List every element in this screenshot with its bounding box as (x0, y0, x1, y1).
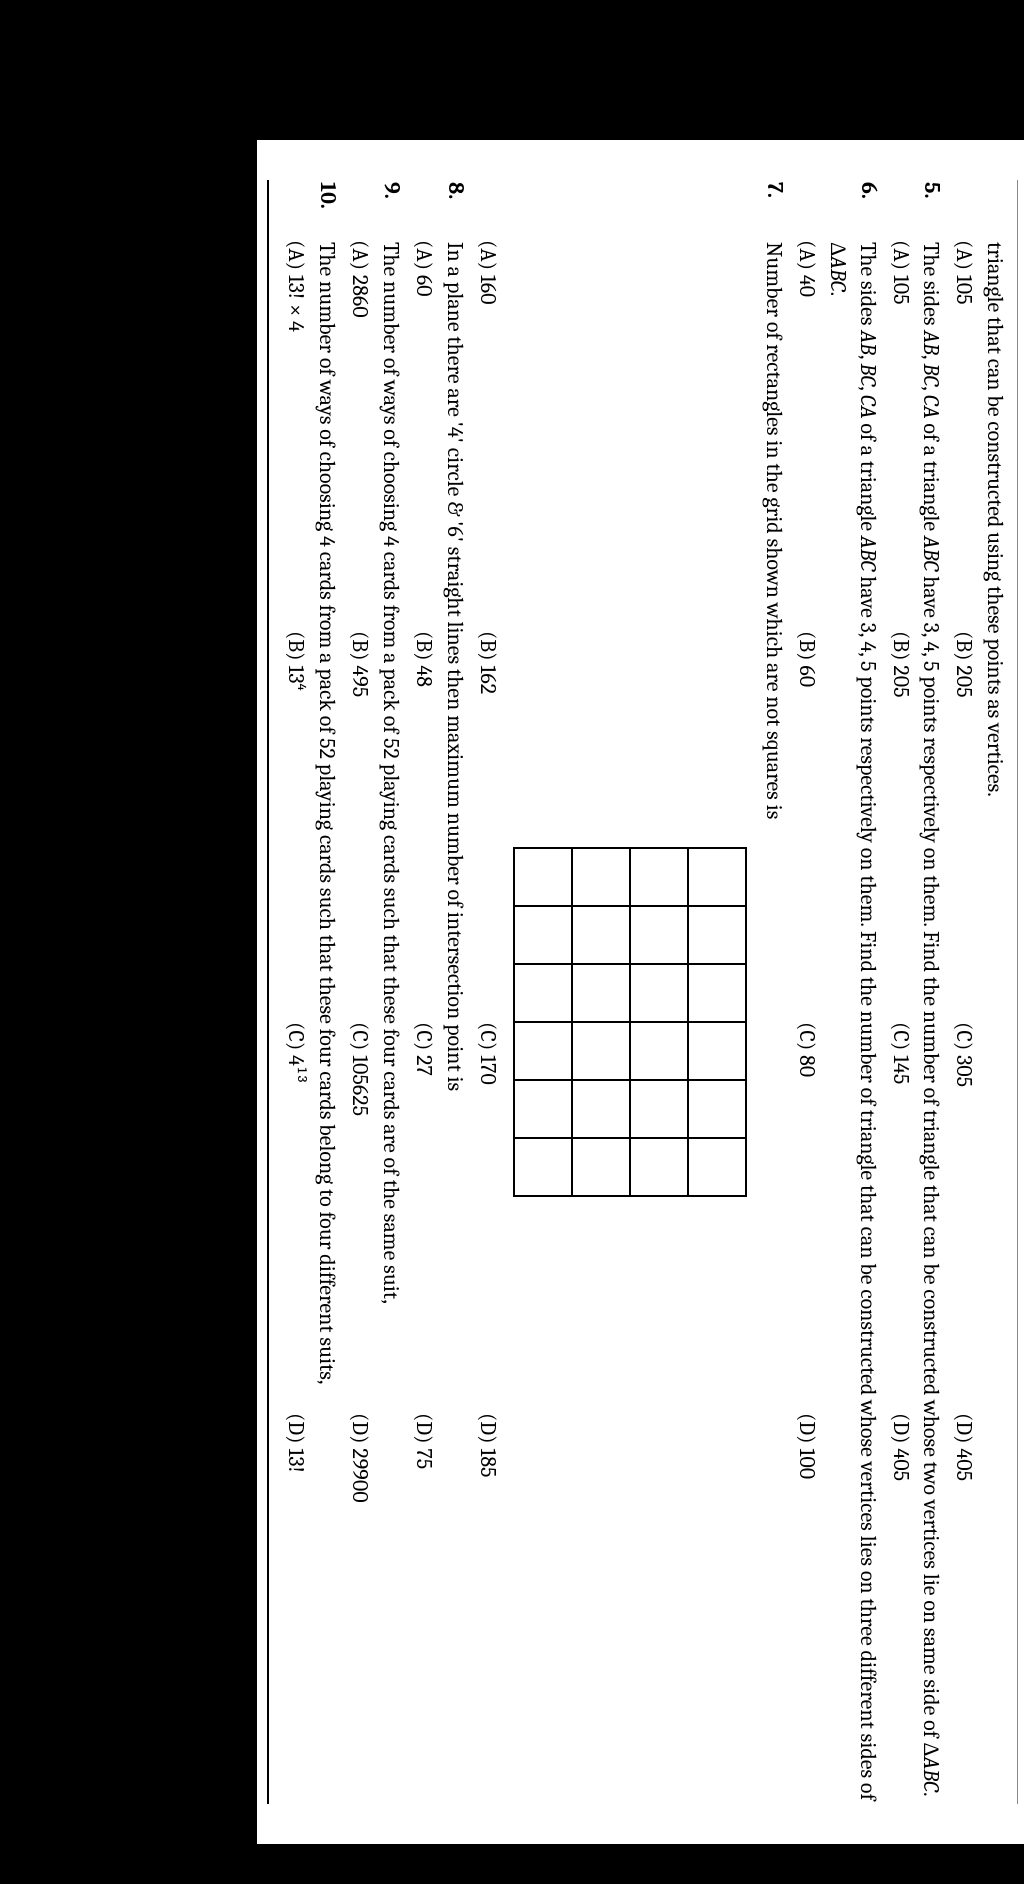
content-area: triangle that can be constructed using t… (258, 140, 1024, 1844)
opt-b: (B) 495 (347, 631, 373, 1022)
opt-a: (A) 105 (951, 240, 977, 631)
q8-num: 8. (443, 180, 469, 242)
opt-d: (D) 13! (284, 1413, 310, 1804)
q5-row: 5. The sides AB, BC, CA of a triangle AB… (916, 180, 952, 1804)
opt-a: (A) 40 (794, 240, 820, 631)
opt-b: (B) 205 (951, 631, 977, 1022)
q8-row: 8. In a plane there are '4' circle & '6'… (439, 180, 475, 1804)
opt-a: (A) 60 (411, 240, 437, 631)
opt-b: (B) 60 (794, 631, 820, 1022)
opt-d: (D) 100 (794, 1413, 820, 1804)
q6-stem: The sides AB, BC, CA of a triangle ABC h… (822, 242, 881, 1804)
opt-d: (D) 405 (951, 1413, 977, 1804)
opt-c: (C) 105625 (347, 1022, 373, 1413)
q6-num: 6. (856, 180, 882, 242)
page-root: triangle that can be constructed using t… (0, 100, 1024, 1884)
opt-c: (C) 27 (411, 1022, 437, 1413)
opt-c: (C) 145 (888, 1022, 914, 1413)
q10-stem: The number of ways of choosing 4 cards f… (312, 242, 342, 1804)
bottom-rule (268, 180, 270, 1804)
opt-a: (A) 160 (475, 240, 501, 631)
q9-options: (A) 2860 (B) 495 (C) 105625 (D) 29900 (347, 240, 373, 1804)
q5-num: 5. (919, 180, 945, 242)
q10-options: (A) 13! × 4 (B) 13⁴ (C) 4¹³ (D) 13! (284, 240, 310, 1804)
opt-c: (C) 4¹³ (284, 1022, 310, 1413)
opt-b: (B) 162 (475, 631, 501, 1022)
q5-stem: The sides AB, BC, CA of a triangle ABC h… (916, 242, 946, 1804)
q7-stem: Number of rectangles in the grid shown w… (759, 242, 789, 1804)
intro-text: triangle that can be constructed using t… (979, 242, 1009, 1804)
opt-a: (A) 13! × 4 (284, 240, 310, 631)
q9-stem: The number of ways of choosing 4 cards f… (375, 242, 405, 1804)
q7-num: 7. (762, 180, 788, 242)
grid-figure (513, 240, 747, 1804)
opt-b: (B) 205 (888, 631, 914, 1022)
opt-b: (B) 48 (411, 631, 437, 1022)
intro-options: (A) 105 (B) 205 (C) 305 (D) 405 (951, 240, 977, 1804)
opt-d: (D) 29900 (347, 1413, 373, 1804)
q6-options: (A) 40 (B) 60 (C) 80 (D) 100 (794, 240, 820, 1804)
intro-row: triangle that can be constructed using t… (979, 180, 1015, 1804)
top-rule (1017, 180, 1018, 1804)
opt-a: (A) 105 (888, 240, 914, 631)
q6-row: 6. The sides AB, BC, CA of a triangle AB… (822, 180, 887, 1804)
opt-c: (C) 80 (794, 1022, 820, 1413)
q5-options: (A) 105 (B) 205 (C) 145 (D) 405 (888, 240, 914, 1804)
opt-d: (D) 185 (475, 1413, 501, 1804)
opt-c: (C) 170 (475, 1022, 501, 1413)
q10-row: 10. The number of ways of choosing 4 car… (312, 180, 348, 1804)
q9-num: 9. (379, 180, 405, 242)
q7-options: (A) 160 (B) 162 (C) 170 (D) 185 (475, 240, 501, 1804)
opt-d: (D) 75 (411, 1413, 437, 1804)
opt-d: (D) 405 (888, 1413, 914, 1804)
opt-c: (C) 305 (951, 1022, 977, 1413)
q9-row: 9. The number of ways of choosing 4 card… (375, 180, 411, 1804)
opt-b: (B) 13⁴ (284, 631, 310, 1022)
opt-a: (A) 2860 (347, 240, 373, 631)
q8-options: (A) 60 (B) 48 (C) 27 (D) 75 (411, 240, 437, 1804)
q10-num: 10. (315, 180, 341, 242)
q7-row: 7. Number of rectangles in the grid show… (759, 180, 795, 1804)
q8-stem: In a plane there are '4' circle & '6' st… (439, 242, 469, 1804)
grid-table (513, 847, 747, 1197)
